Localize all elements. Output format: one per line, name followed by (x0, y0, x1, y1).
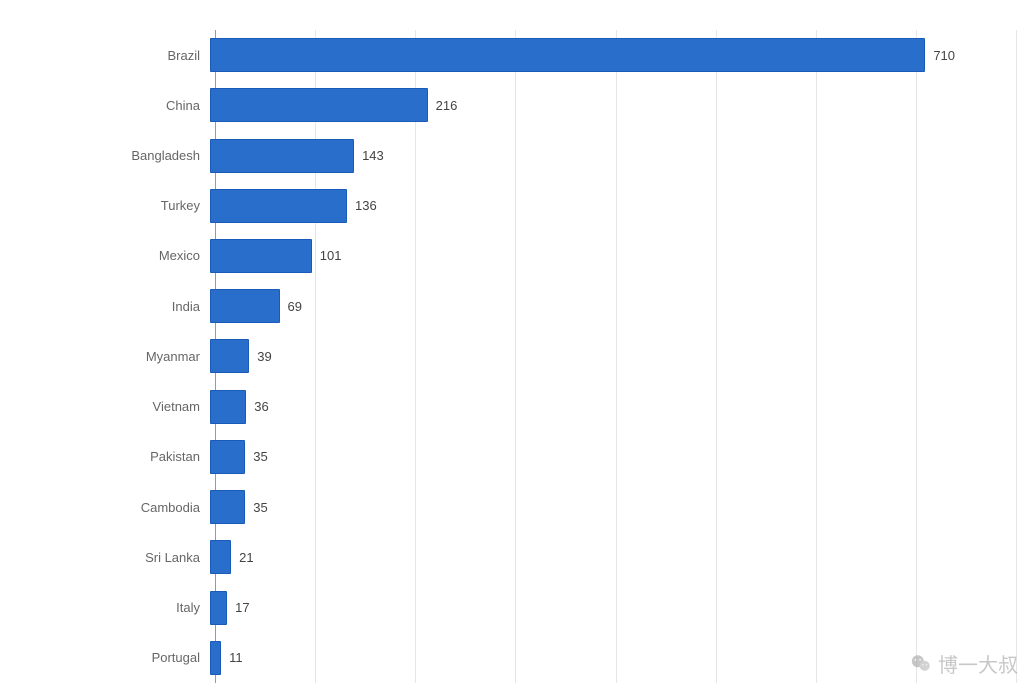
bar-fill[interactable] (210, 540, 231, 574)
bar-container: 36 (210, 390, 1016, 424)
bar-row: Vietnam 36 (0, 382, 1016, 432)
chart-container: Brazil 710 China 216 Bangladesh 143 Turkey 136 M… (0, 0, 1036, 698)
bar-row: Turkey 136 (0, 181, 1016, 231)
bar-value-label: 11 (229, 650, 243, 665)
bar-value-label: 710 (933, 48, 955, 63)
bar-row: India 69 (0, 281, 1016, 331)
bar-fill[interactable] (210, 239, 312, 273)
bar-category-label: Vietnam (0, 399, 210, 414)
bar-value-label: 39 (257, 349, 271, 364)
bar-container: 39 (210, 339, 1016, 373)
bar-category-label: Italy (0, 600, 210, 615)
bar-row: Portugal 11 (0, 633, 1016, 683)
bar-container: 11 (210, 641, 1016, 675)
bar-row: Myanmar 39 (0, 331, 1016, 381)
bar-value-label: 101 (320, 248, 342, 263)
bar-fill[interactable] (210, 641, 221, 675)
bar-fill[interactable] (210, 390, 246, 424)
bar-fill[interactable] (210, 38, 925, 72)
bar-value-label: 35 (253, 449, 267, 464)
bar-container: 35 (210, 440, 1016, 474)
bar-value-label: 143 (362, 148, 384, 163)
bar-container: 35 (210, 490, 1016, 524)
bar-value-label: 136 (355, 198, 377, 213)
bar-category-label: Sri Lanka (0, 550, 210, 565)
bar-row: Italy 17 (0, 583, 1016, 633)
bar-value-label: 69 (288, 299, 302, 314)
bar-row: Brazil 710 (0, 30, 1016, 80)
bar-category-label: China (0, 98, 210, 113)
bar-fill[interactable] (210, 189, 347, 223)
bar-fill[interactable] (210, 591, 227, 625)
bar-fill[interactable] (210, 440, 245, 474)
watermark: 博一大叔 (910, 649, 1018, 678)
bar-category-label: Portugal (0, 650, 210, 665)
bar-container: 21 (210, 540, 1016, 574)
bar-row: Sri Lanka 21 (0, 532, 1016, 582)
bar-value-label: 35 (253, 500, 267, 515)
bar-fill[interactable] (210, 139, 354, 173)
watermark-text: 博一大叔 (938, 649, 1018, 678)
bar-container: 101 (210, 239, 1016, 273)
bar-fill[interactable] (210, 490, 245, 524)
bar-value-label: 216 (436, 98, 458, 113)
bar-category-label: Pakistan (0, 449, 210, 464)
bar-row: China 216 (0, 80, 1016, 130)
bar-value-label: 36 (254, 399, 268, 414)
bar-category-label: Turkey (0, 198, 210, 213)
bar-value-label: 17 (235, 600, 249, 615)
bar-category-label: Bangladesh (0, 148, 210, 163)
bars-wrapper: Brazil 710 China 216 Bangladesh 143 Turkey 136 M… (0, 30, 1016, 683)
bar-category-label: India (0, 299, 210, 314)
bar-container: 17 (210, 591, 1016, 625)
bar-container: 69 (210, 289, 1016, 323)
bar-fill[interactable] (210, 88, 428, 122)
bar-container: 136 (210, 189, 1016, 223)
bar-row: Mexico 101 (0, 231, 1016, 281)
bar-category-label: Mexico (0, 248, 210, 263)
bar-category-label: Myanmar (0, 349, 210, 364)
bar-category-label: Brazil (0, 48, 210, 63)
bar-category-label: Cambodia (0, 500, 210, 515)
bar-container: 143 (210, 139, 1016, 173)
bar-row: Bangladesh 143 (0, 131, 1016, 181)
wechat-icon (910, 653, 932, 675)
bar-fill[interactable] (210, 339, 249, 373)
bar-value-label: 21 (239, 550, 253, 565)
bar-row: Cambodia 35 (0, 482, 1016, 532)
bar-container: 710 (210, 38, 1016, 72)
bar-container: 216 (210, 88, 1016, 122)
bar-row: Pakistan 35 (0, 432, 1016, 482)
bar-fill[interactable] (210, 289, 280, 323)
grid-line (1016, 30, 1017, 683)
